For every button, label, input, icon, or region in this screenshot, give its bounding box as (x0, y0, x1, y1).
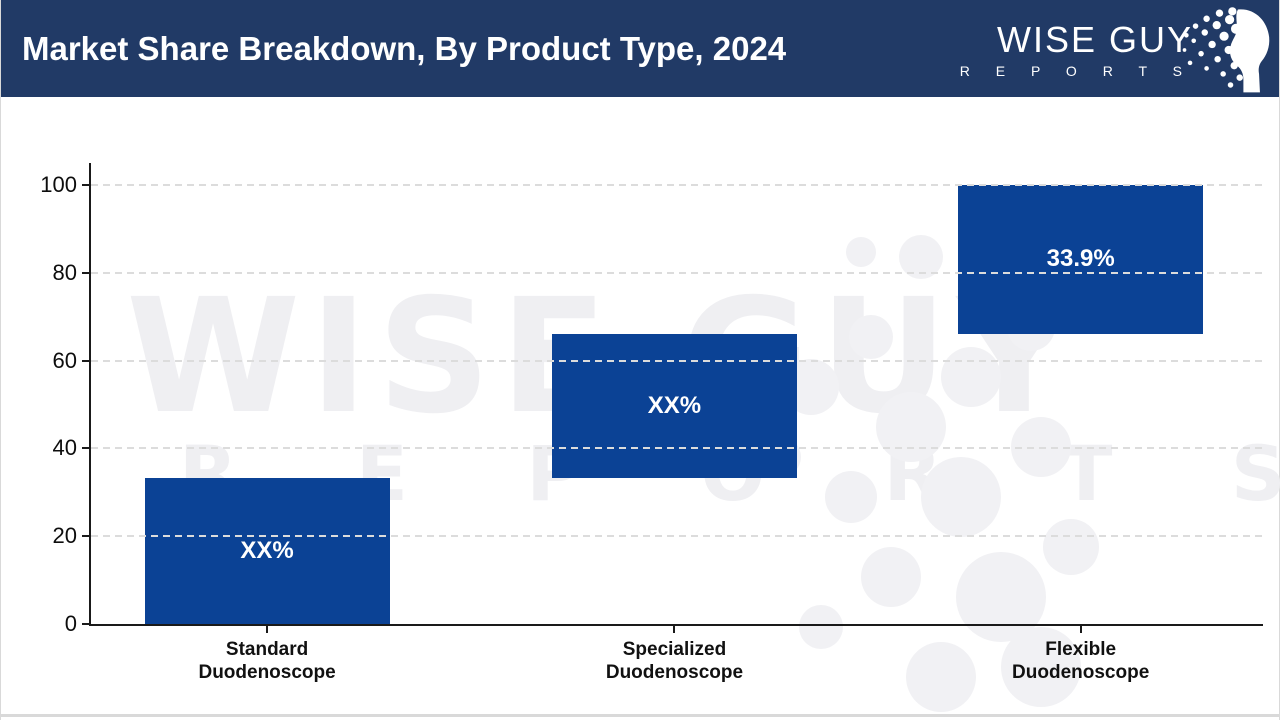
y-tick-label-100: 100 (40, 172, 77, 197)
bar-standard-duodenoscope: XX% (144, 478, 390, 624)
dotted-face-icon (1182, 7, 1270, 93)
x-category-label-line: Duodenoscope (1012, 662, 1150, 683)
x-category-label-standard-duodenoscope: Standard Duodenoscope (107, 638, 427, 684)
y-tick-mark-0 (82, 623, 89, 625)
page-title: Market Share Breakdown, By Product Type,… (22, 30, 787, 67)
y-tick-label-20: 20 (52, 523, 77, 549)
x-category-label-flexible-duodenoscope: Flexible Duodenoscope (921, 638, 1241, 684)
x-tick-mark-specialized-duodenoscope (673, 626, 676, 633)
y-tick-mark-100 (82, 184, 89, 186)
y-tick-mark-20 (82, 535, 89, 538)
bar-value-label-standard-duodenoscope: XX% (240, 537, 294, 565)
x-tick-mark-standard-duodenoscope (266, 626, 269, 633)
bottom-rule (1, 714, 1280, 717)
x-category-label-specialized-duodenoscope: Specialized Duodenoscope (514, 638, 834, 684)
chart-area: WISE GUY R E P O R T S 020406080100XX%St… (1, 97, 1280, 720)
y-tick-label-60: 60 (52, 347, 77, 373)
x-category-label-line: Duodenoscope (605, 662, 744, 683)
y-tick-mark-80 (82, 271, 89, 274)
plot-area: 0 20 40 60 80 100 XX% Standard Duodenoscope XX% Sp… (40, 163, 1263, 683)
header-bar: Market Share Breakdown, By Product Type,… (1, 0, 1279, 97)
gridline-40 (91, 447, 1263, 450)
bar-specialized-duodenoscope: XX% (551, 333, 797, 479)
y-tick-label-0: 0 (64, 611, 77, 636)
gridline-80 (91, 271, 1263, 274)
logo-wordmark: WISE GUY (996, 19, 1193, 60)
y-tick-mark-60 (82, 359, 89, 362)
gridline-60 (91, 359, 1263, 362)
y-tick-mark-40 (82, 447, 89, 450)
bar-flexible-duodenoscope: 33.9% (958, 185, 1204, 334)
logo-subtext: R E P O R T S (959, 63, 1193, 79)
y-tick-label-40: 40 (52, 435, 77, 461)
x-category-label-line: Flexible (1045, 639, 1117, 660)
x-category-label-line: Duodenoscope (198, 662, 336, 683)
bar-value-label-flexible-duodenoscope: 33.9% (1046, 245, 1115, 273)
gridline-100 (91, 184, 1263, 186)
x-category-label-line: Specialized (622, 639, 727, 660)
x-tick-mark-flexible-duodenoscope (1079, 626, 1082, 633)
y-tick-label-80: 80 (52, 259, 77, 285)
x-category-label-line: Standard (225, 639, 309, 660)
bar-value-label-specialized-duodenoscope: XX% (647, 392, 702, 420)
logo-text: WISE GUY R E P O R T S (960, 20, 1193, 80)
gridline-20 (91, 535, 1263, 538)
wise-guy-reports-logo: WISE GUY R E P O R T S (960, 6, 1271, 94)
